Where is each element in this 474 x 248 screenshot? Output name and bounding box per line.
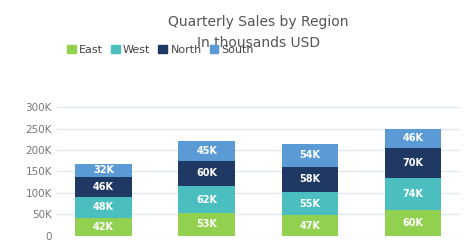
Bar xyxy=(385,210,441,236)
Text: 42K: 42K xyxy=(93,222,114,232)
Bar xyxy=(282,192,338,216)
Text: 74K: 74K xyxy=(402,189,424,199)
Text: 53K: 53K xyxy=(196,219,217,229)
Text: 46K: 46K xyxy=(93,182,114,192)
Legend: East, West, North, South: East, West, North, South xyxy=(63,40,259,60)
Text: 48K: 48K xyxy=(93,202,114,212)
Bar xyxy=(282,167,338,192)
Bar xyxy=(178,213,235,236)
Title: Quarterly Sales by Region
In thousands USD: Quarterly Sales by Region In thousands U… xyxy=(168,15,348,50)
Bar xyxy=(385,148,441,178)
Text: 45K: 45K xyxy=(196,146,217,156)
Bar xyxy=(75,197,132,217)
Bar xyxy=(178,186,235,213)
Text: 55K: 55K xyxy=(300,199,320,209)
Bar xyxy=(178,161,235,186)
Bar xyxy=(75,164,132,177)
Text: 46K: 46K xyxy=(402,133,424,143)
Text: 60K: 60K xyxy=(196,168,217,179)
Bar xyxy=(75,177,132,197)
Text: 70K: 70K xyxy=(402,158,424,168)
Bar xyxy=(75,217,132,236)
Bar xyxy=(178,141,235,161)
Text: 62K: 62K xyxy=(196,195,217,205)
Bar xyxy=(282,216,338,236)
Bar xyxy=(282,144,338,167)
Text: 58K: 58K xyxy=(300,175,320,185)
Text: 60K: 60K xyxy=(402,218,424,228)
Text: 32K: 32K xyxy=(93,165,114,176)
Text: 54K: 54K xyxy=(300,151,320,160)
Bar xyxy=(385,128,441,148)
Bar xyxy=(385,178,441,210)
Text: 47K: 47K xyxy=(300,220,320,231)
